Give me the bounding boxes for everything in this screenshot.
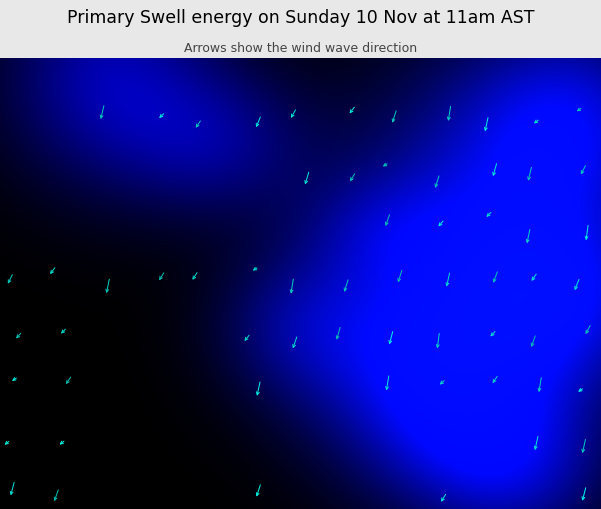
Text: Primary Swell energy on Sunday 10 Nov at 11am AST: Primary Swell energy on Sunday 10 Nov at…	[67, 9, 534, 26]
Text: Arrows show the wind wave direction: Arrows show the wind wave direction	[184, 42, 417, 54]
